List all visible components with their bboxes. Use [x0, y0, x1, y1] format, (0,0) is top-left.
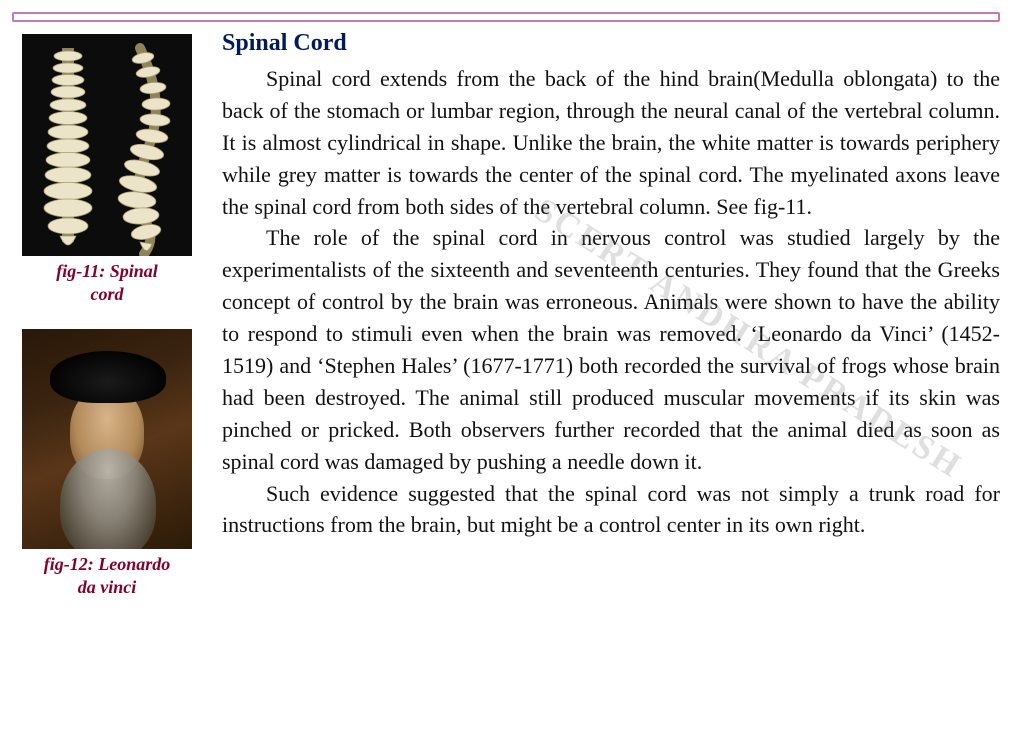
fig11-caption-line1: fig-11: Spinal [56, 261, 158, 281]
portrait-hat [50, 351, 166, 403]
portrait-beard [60, 449, 156, 549]
text-column: Spinal Cord Spinal cord extends from the… [202, 30, 1000, 541]
top-divider [12, 12, 1000, 22]
spinal-cord-icon [22, 34, 192, 256]
fig12-caption: fig-12: Leonardo da vinci [44, 553, 170, 600]
paragraph-2: The role of the spinal cord in nervous c… [222, 222, 1000, 477]
page: fig-11: Spinal cord fig-12: Leonardo da … [0, 0, 1024, 612]
fig12-caption-line2: da vinci [78, 577, 137, 597]
paragraph-1: Spinal cord extends from the back of the… [222, 63, 1000, 222]
fig12-caption-line1: fig-12: Leonardo [44, 554, 170, 574]
content-row: fig-11: Spinal cord fig-12: Leonardo da … [12, 30, 1000, 600]
fig11-caption: fig-11: Spinal cord [56, 260, 158, 307]
fig11-image [22, 34, 192, 256]
figure-column: fig-11: Spinal cord fig-12: Leonardo da … [12, 30, 202, 600]
fig11-caption-line2: cord [90, 284, 123, 304]
section-title: Spinal Cord [222, 30, 1000, 57]
paragraph-3: Such evidence suggested that the spinal … [222, 478, 1000, 542]
fig12-image [22, 329, 192, 549]
